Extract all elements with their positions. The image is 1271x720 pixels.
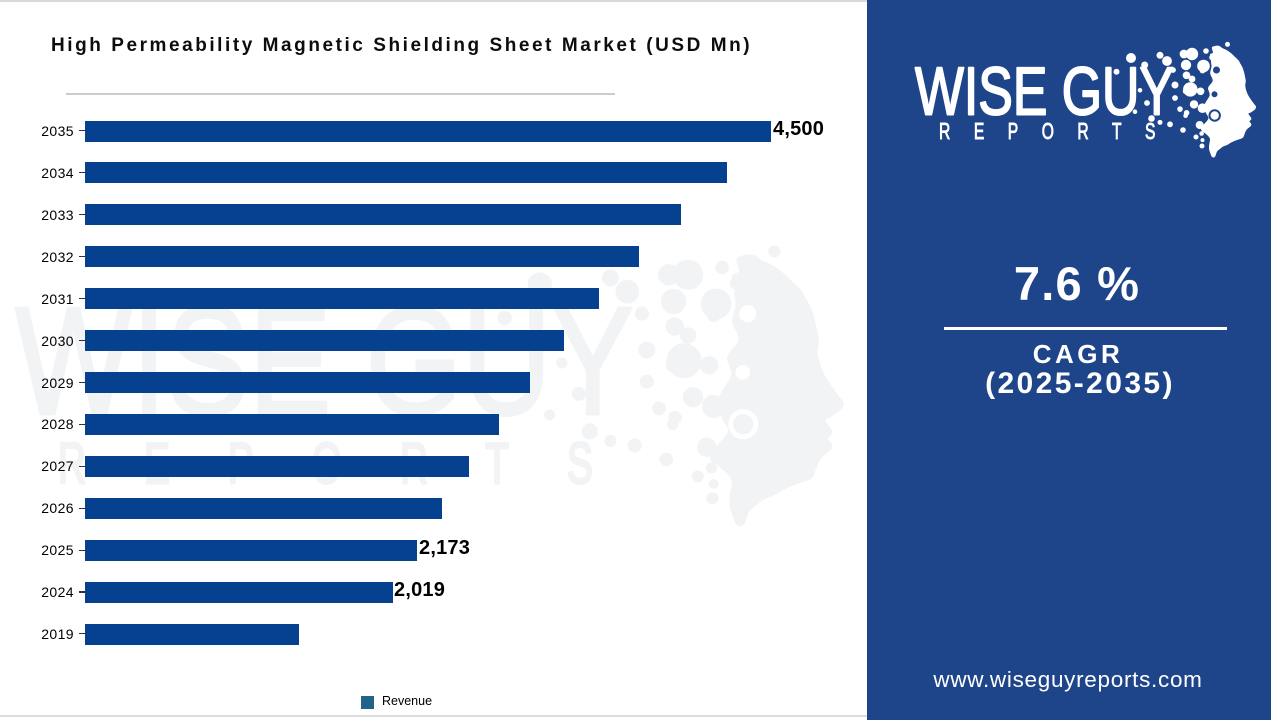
svg-text:REPORTS: REPORTS bbox=[939, 119, 1179, 145]
svg-text:WISE GUY: WISE GUY bbox=[915, 54, 1174, 130]
